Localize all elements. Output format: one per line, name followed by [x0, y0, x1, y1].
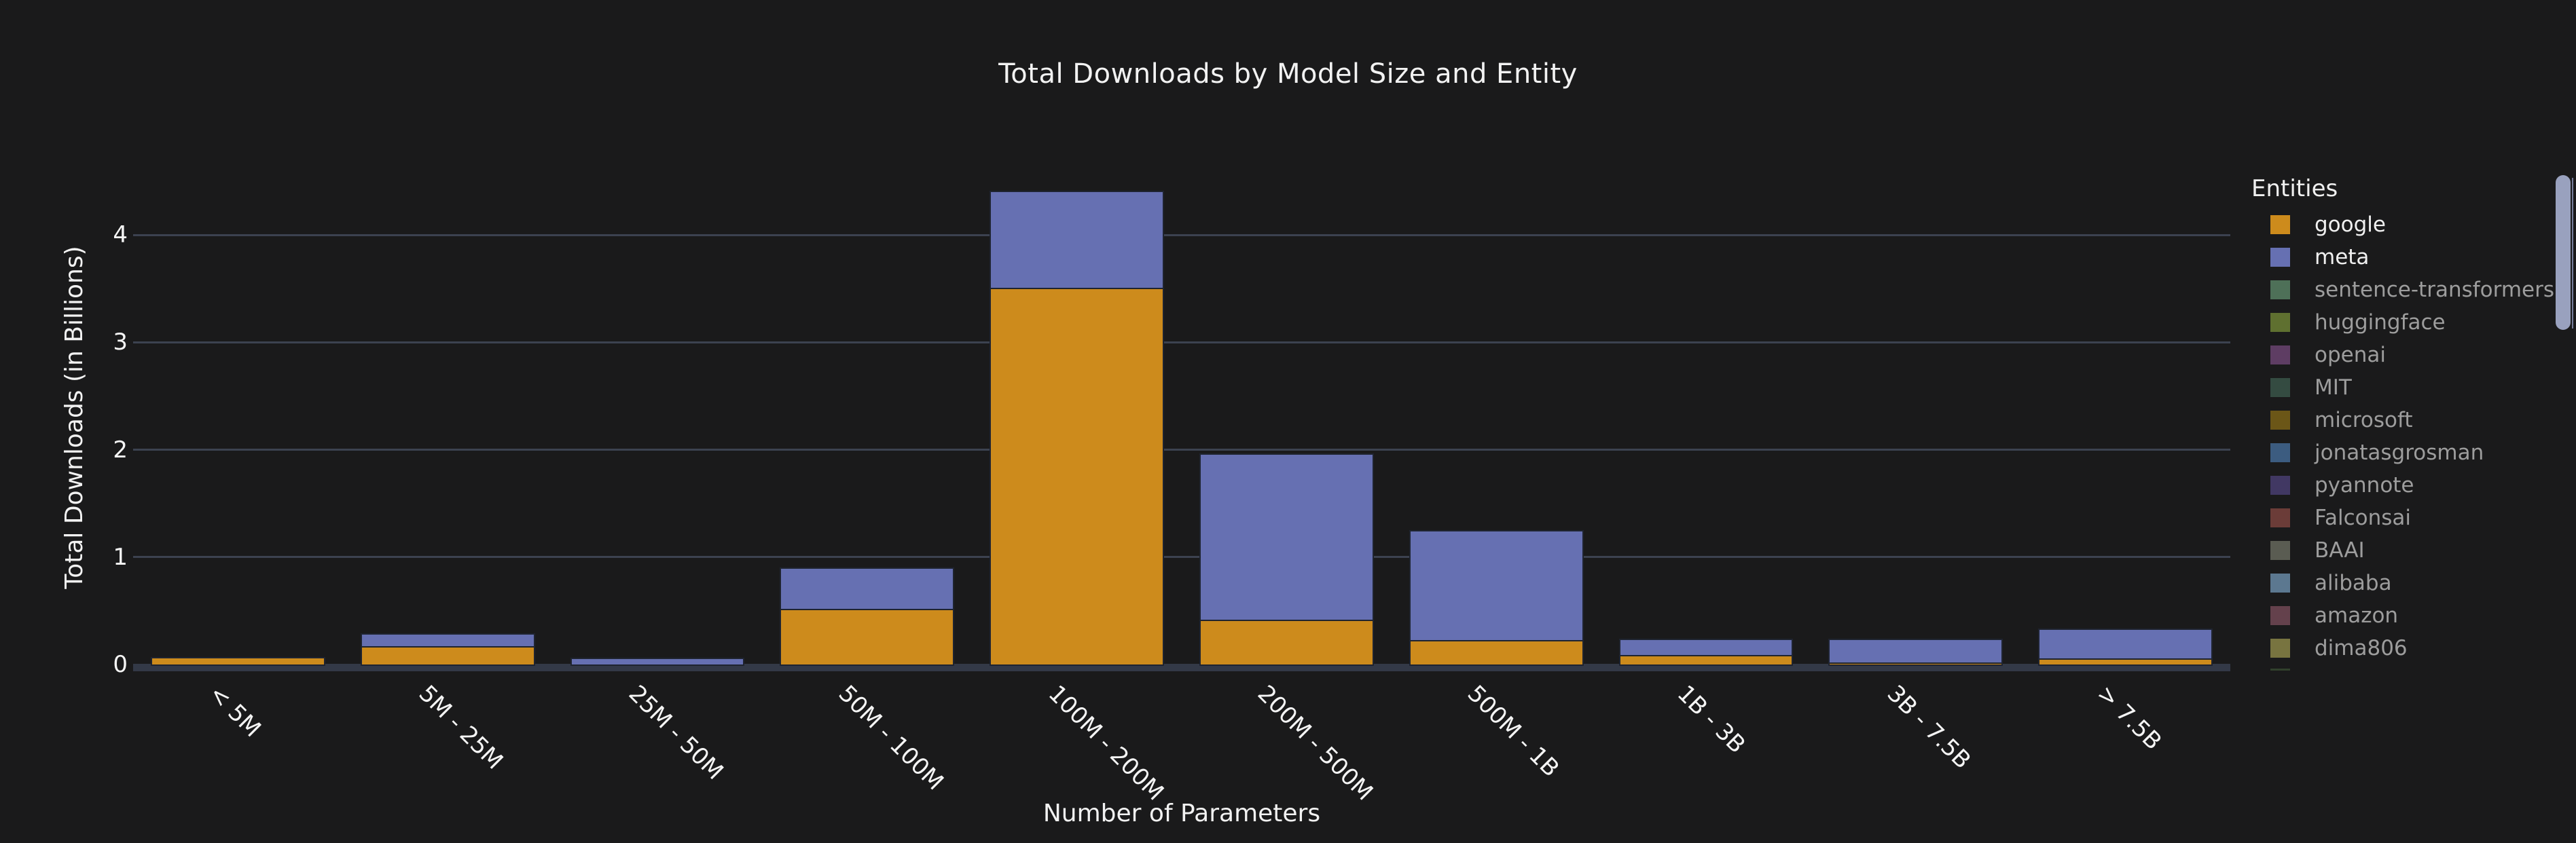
- legend-item-partial: [2270, 669, 2290, 671]
- legend-label: jonatasgrosman: [2315, 441, 2484, 465]
- x-tick-label: 500M - 1B: [1462, 680, 1565, 783]
- legend-swatch-meta: [2270, 248, 2290, 267]
- legend-label: huggingface: [2315, 310, 2446, 335]
- bar-3B - 7.5B: [1828, 170, 2003, 667]
- legend-item-BAAI[interactable]: BAAI: [2251, 534, 2554, 567]
- legend-swatch-BAAI: [2270, 541, 2290, 560]
- bar-< 5M: [151, 170, 325, 666]
- bar-segment-meta: [1828, 638, 2003, 664]
- x-tick-label: 25M - 50M: [623, 680, 729, 785]
- legend-item-amazon[interactable]: amazon: [2251, 599, 2554, 632]
- bar-segment-meta: [990, 190, 1164, 289]
- legend-scrollbar-track[interactable]: [2572, 178, 2573, 329]
- bar-segment-meta: [570, 658, 745, 666]
- bar-segment-google: [2038, 656, 2213, 667]
- x-tick-label: 50M - 100M: [833, 680, 949, 796]
- legend-label: sentence-transformers: [2315, 278, 2554, 302]
- legend-label: openai: [2315, 343, 2386, 367]
- bar-segment-google: [1409, 638, 1584, 667]
- bar-100M - 200M: [990, 170, 1164, 667]
- x-tick-label: 3B - 7.5B: [1881, 680, 1976, 774]
- legend-swatch-amazon: [2270, 606, 2290, 625]
- plot-area: [133, 170, 2230, 671]
- y-tick-label: 3: [113, 329, 128, 356]
- legend-label: alibaba: [2315, 571, 2392, 595]
- chart-title: Total Downloads by Model Size and Entity: [998, 58, 1578, 90]
- legend-label: amazon: [2315, 603, 2399, 628]
- y-tick-label: 2: [113, 436, 128, 464]
- legend-item-meta[interactable]: meta: [2251, 241, 2554, 274]
- legend-label: Falconsai: [2315, 506, 2412, 530]
- bar-segment-google: [780, 607, 955, 667]
- legend-label: microsoft: [2315, 408, 2413, 432]
- gridline-y-2: [133, 449, 2230, 451]
- legend-label: BAAI: [2315, 538, 2365, 563]
- legend-swatch-openai: [2270, 345, 2290, 364]
- legend-label: dima806: [2315, 636, 2408, 660]
- bar-25M - 50M: [570, 170, 745, 666]
- bar-> 7.5B: [2038, 170, 2213, 667]
- legend-item-Falconsai[interactable]: Falconsai: [2251, 502, 2554, 534]
- bar-1B - 3B: [1618, 170, 1794, 667]
- bar-segment-meta: [360, 633, 535, 648]
- legend-item-sentence-transformers[interactable]: sentence-transformers: [2251, 274, 2554, 306]
- bar-segment-meta: [1618, 638, 1794, 656]
- x-tick-label: > 7.5B: [2091, 680, 2167, 755]
- bar-segment-google: [1618, 653, 1794, 667]
- legend-swatch-sentence-transformers: [2270, 280, 2290, 299]
- bar-200M - 500M: [1199, 170, 1374, 667]
- legend-swatch-alibaba: [2270, 574, 2290, 593]
- bar-segment-meta: [1409, 529, 1584, 641]
- legend-label: google: [2315, 212, 2386, 237]
- y-tick-label: 1: [113, 543, 128, 571]
- legend-scrollbar-thumb[interactable]: [2556, 175, 2571, 330]
- x-tick-label: 1B - 3B: [1671, 680, 1751, 759]
- legend: Entities google meta sentence-transformers…: [2251, 175, 2554, 671]
- gridline-y-3: [133, 341, 2230, 343]
- legend-swatch-huggingface: [2270, 313, 2290, 332]
- legend-item-huggingface[interactable]: huggingface: [2251, 306, 2554, 339]
- bar-segment-google: [360, 645, 535, 666]
- bar-segment-meta: [780, 567, 955, 610]
- x-axis-line: [133, 664, 2230, 671]
- bar-segment-google: [990, 286, 1164, 667]
- x-tick-label: 200M - 500M: [1252, 680, 1379, 806]
- bar-segment-google: [1828, 660, 2003, 667]
- x-tick-label: 100M - 200M: [1042, 680, 1169, 806]
- legend-item-google[interactable]: google: [2251, 208, 2554, 241]
- legend-swatch-Falconsai: [2270, 508, 2290, 527]
- y-tick-label: 4: [113, 221, 128, 248]
- gridline-y-4: [133, 233, 2230, 236]
- bar-segment-google: [151, 657, 325, 666]
- legend-item-openai[interactable]: openai: [2251, 339, 2554, 371]
- bar-segment-meta: [1199, 453, 1374, 621]
- legend-swatch-dima806: [2270, 639, 2290, 658]
- x-axis-title: Number of Parameters: [1042, 800, 1321, 827]
- legend-item-dima806[interactable]: dima806: [2251, 632, 2554, 664]
- legend-swatch-pyannote: [2270, 476, 2290, 495]
- bar-segment-meta: [2038, 629, 2213, 660]
- bar-500M - 1B: [1409, 170, 1584, 667]
- bar-50M - 100M: [780, 170, 955, 667]
- legend-label: meta: [2315, 245, 2370, 269]
- legend-swatch-MIT: [2270, 378, 2290, 397]
- x-tick-label: 5M - 25M: [413, 680, 509, 775]
- bar-5M - 25M: [360, 170, 535, 666]
- legend-item-MIT[interactable]: MIT: [2251, 371, 2554, 404]
- legend-label: pyannote: [2315, 473, 2414, 498]
- gridline-y-1: [133, 556, 2230, 559]
- legend-item-alibaba[interactable]: alibaba: [2251, 567, 2554, 599]
- legend-title: Entities: [2251, 175, 2338, 202]
- legend-label: MIT: [2315, 375, 2352, 400]
- legend-item-microsoft[interactable]: microsoft: [2251, 404, 2554, 436]
- x-tick-label: < 5M: [204, 680, 267, 743]
- legend-item-jonatasgrosman[interactable]: jonatasgrosman: [2251, 436, 2554, 469]
- legend-item-pyannote[interactable]: pyannote: [2251, 469, 2554, 502]
- bar-segment-google: [1199, 618, 1374, 667]
- legend-swatch-jonatasgrosman: [2270, 443, 2290, 462]
- legend-swatch-google: [2270, 215, 2290, 234]
- y-tick-label: 0: [113, 651, 128, 678]
- legend-swatch-microsoft: [2270, 411, 2290, 430]
